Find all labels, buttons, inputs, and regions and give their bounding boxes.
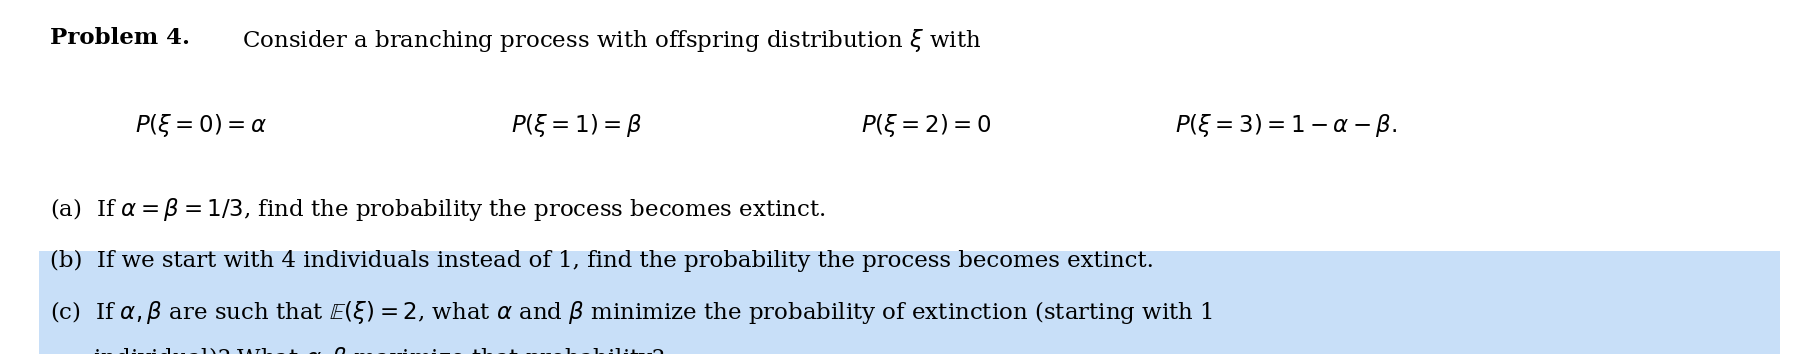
Text: (b)  If we start with 4 individuals instead of 1, find the probability the proce: (b) If we start with 4 individuals inste… (50, 250, 1154, 272)
Text: Consider a branching process with offspring distribution $\xi$ with: Consider a branching process with offspr… (242, 27, 981, 53)
FancyBboxPatch shape (39, 251, 1780, 354)
Text: Problem 4.: Problem 4. (50, 27, 190, 48)
Text: (c)  If $\alpha, \beta$ are such that $\mathbb{E}(\xi) = 2$, what $\alpha$ and $: (c) If $\alpha, \beta$ are such that $\m… (50, 299, 1213, 326)
Text: $P(\xi = 1) = \beta$: $P(\xi = 1) = \beta$ (511, 112, 642, 138)
Text: $P(\xi = 0) = \alpha$: $P(\xi = 0) = \alpha$ (135, 112, 267, 138)
Text: (a)  If $\alpha = \beta = 1/3$, find the probability the process becomes extinct: (a) If $\alpha = \beta = 1/3$, find the … (50, 196, 825, 223)
Text: $P(\xi = 3) = 1 - \alpha - \beta.$: $P(\xi = 3) = 1 - \alpha - \beta.$ (1175, 112, 1398, 138)
Text: individual)? What $\alpha, \beta$ maximize that probability?: individual)? What $\alpha, \beta$ maximi… (50, 345, 666, 354)
Text: $P(\xi = 2) = 0$: $P(\xi = 2) = 0$ (861, 112, 992, 138)
